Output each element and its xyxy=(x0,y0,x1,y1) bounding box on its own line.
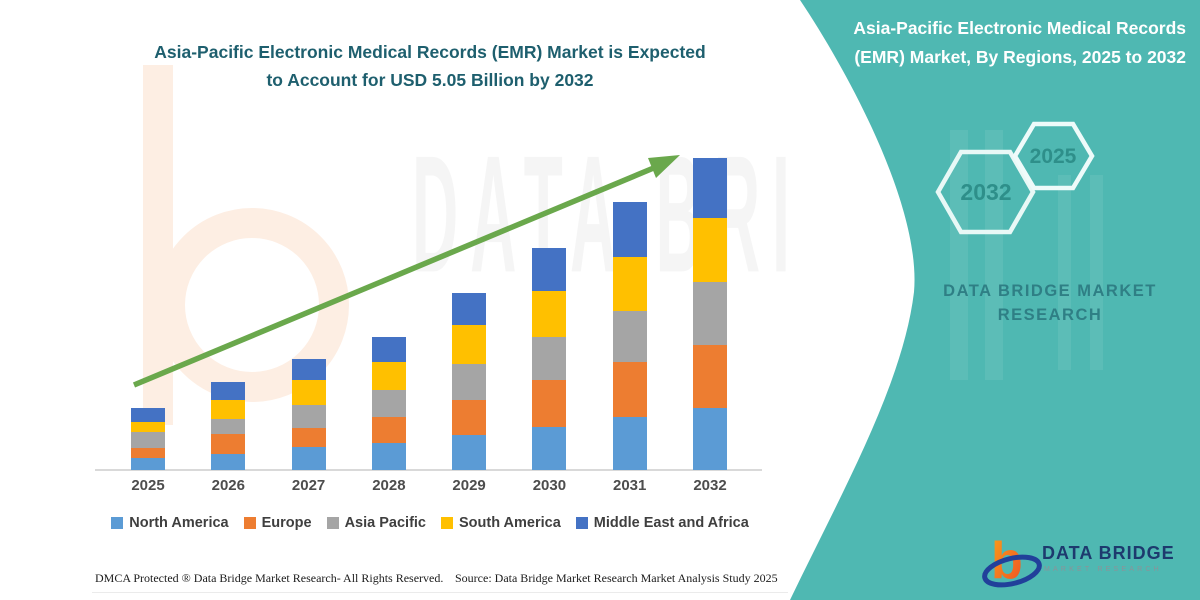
legend-swatch-icon xyxy=(441,517,453,529)
bar-segment xyxy=(612,311,647,362)
bar-segment xyxy=(452,434,487,470)
hexagon-2032-label: 2032 xyxy=(960,179,1011,205)
bar-segment xyxy=(693,157,727,219)
bar-segment xyxy=(211,434,246,454)
hexagon-2032-icon xyxy=(935,149,1036,235)
bar-segment xyxy=(371,336,406,363)
bar-segment xyxy=(291,358,326,380)
bar-segment xyxy=(612,202,647,257)
bar-segment xyxy=(452,292,487,325)
legend-item: Europe xyxy=(243,515,312,531)
sidebar-watermark-bars xyxy=(950,130,1103,380)
bar-segment xyxy=(452,363,487,400)
bar-2028 xyxy=(371,0,406,600)
bar-segment xyxy=(131,408,165,422)
bar-segment xyxy=(371,442,406,470)
bar-segment xyxy=(532,379,567,427)
chart-title: Asia-Pacific Electronic Medical Records … xyxy=(60,38,800,94)
bar-2030 xyxy=(532,0,567,600)
bar-segment xyxy=(131,421,165,432)
legend: North America Europe Asia Pacific South Ame… xyxy=(60,515,800,531)
x-axis-label: 2031 xyxy=(613,477,647,494)
footer-divider xyxy=(92,592,788,593)
bar-segment xyxy=(612,256,647,312)
bar-2032 xyxy=(693,0,727,600)
logo-wordmark: DATA BRIDGE xyxy=(1042,543,1175,563)
bar-2027 xyxy=(291,0,326,600)
bar-segment xyxy=(371,417,406,443)
footer-source-text: Source: Data Bridge Market Research Mark… xyxy=(455,571,778,585)
sidebar-brand-text: DATA BRIDGE MARKET RESEARCH xyxy=(905,279,1195,327)
legend-item: Asia Pacific xyxy=(326,515,426,531)
bar-2031 xyxy=(612,0,647,600)
legend-swatch-icon xyxy=(575,517,588,529)
bar-segment xyxy=(693,218,727,283)
bar-segment xyxy=(291,447,326,470)
bar-segment xyxy=(612,417,647,470)
sidebar-brand-line1: DATA BRIDGE MARKET xyxy=(943,282,1157,300)
bar-segment xyxy=(291,427,326,448)
bar-segment xyxy=(532,291,567,337)
legend-label: North America xyxy=(129,515,229,531)
hexagon-2025-label: 2025 xyxy=(1030,145,1077,168)
bar-segment xyxy=(291,379,326,406)
watermark-b-icon xyxy=(143,65,349,425)
x-axis-line xyxy=(95,469,762,471)
bar-segment xyxy=(211,381,246,401)
bar-segment xyxy=(693,408,727,470)
x-axis-label: 2032 xyxy=(693,477,727,494)
x-axis-label: 2025 xyxy=(131,477,165,494)
bar-segment xyxy=(532,426,567,470)
bar-segment xyxy=(291,405,326,428)
sidebar-background-shape xyxy=(790,0,1200,600)
legend-item: Middle East and Africa xyxy=(575,515,749,531)
legend-item: North America xyxy=(111,515,229,531)
legend-swatch-icon xyxy=(243,517,256,529)
bar-2029 xyxy=(452,0,487,600)
x-axis-label: 2028 xyxy=(372,477,406,494)
bar-segment xyxy=(131,448,165,459)
bar-segment xyxy=(532,247,567,292)
x-axis-label: 2029 xyxy=(452,477,486,494)
legend-label: Asia Pacific xyxy=(344,515,426,531)
bar-segment xyxy=(612,361,647,418)
bar-segment xyxy=(131,431,165,449)
bar-segment xyxy=(211,453,246,470)
bar-segment xyxy=(371,362,406,390)
hexagon-2025-icon xyxy=(1012,121,1095,191)
legend-swatch-icon xyxy=(326,517,339,529)
bar-segment xyxy=(693,344,727,409)
x-axis-label: 2026 xyxy=(211,477,245,494)
bar-segment xyxy=(452,399,487,435)
bar-segment xyxy=(211,400,246,420)
dbmr-logo-icon: b xyxy=(982,532,1042,590)
bar-2025 xyxy=(131,0,165,600)
chart-title-line2: to Account for USD 5.05 Billion by 2032 xyxy=(266,70,594,90)
legend-label: Europe xyxy=(261,515,312,531)
chart-title-line1: Asia-Pacific Electronic Medical Records … xyxy=(154,42,706,62)
sidebar-brand-line2: RESEARCH xyxy=(997,306,1103,324)
legend-swatch-icon xyxy=(111,517,124,529)
x-axis-label: 2027 xyxy=(291,477,326,494)
legend-label: Middle East and Africa xyxy=(593,515,749,531)
logo-swoosh-icon xyxy=(982,554,1042,588)
bar-segment xyxy=(371,389,406,418)
sidebar-title: Asia-Pacific Electronic Medical Records … xyxy=(853,18,1186,67)
bar-segment xyxy=(211,419,246,435)
x-axis-label: 2030 xyxy=(532,477,567,494)
logo-subtext: MARKET RESEARCH xyxy=(1044,566,1162,573)
footer-dmca-text: DMCA Protected ® Data Bridge Market Rese… xyxy=(95,571,444,585)
bar-segment xyxy=(452,324,487,364)
bar-segment xyxy=(693,282,727,345)
trend-arrow-icon xyxy=(132,155,680,388)
bar-segment xyxy=(532,336,567,380)
legend-item: South America xyxy=(441,515,561,531)
bar-2026 xyxy=(211,0,246,600)
legend-label: South America xyxy=(459,515,561,531)
bar-segment xyxy=(131,458,165,470)
